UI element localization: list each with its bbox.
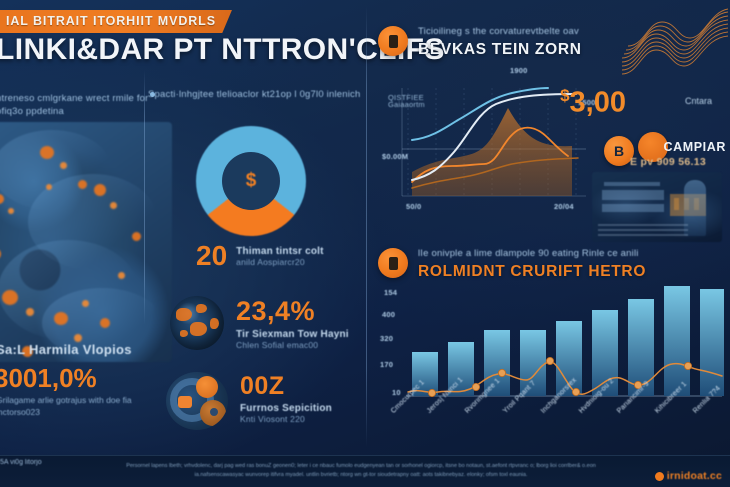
left-panel: IAL BITRAIT ITORHIIT MVDRLS LINKI&DAR PT… [0, 0, 445, 455]
line-chart-top-value: 1900 [510, 66, 528, 75]
brand-mark: irnidoat.cc [654, 470, 722, 482]
line-chart-x-right: 20/04 [554, 202, 574, 211]
price-amount: 3,00 [569, 86, 626, 119]
stat-label-gear: Furrnos Sepicition [240, 403, 332, 414]
footer-left-note: 5A vi0g litorjo [0, 459, 42, 466]
left-bottom-label: Sa:L Harmila Vlopios [0, 342, 132, 357]
stat-label-globe: Tir Siexman Tow Hayni [236, 329, 349, 340]
chart-badge-icon [378, 26, 408, 56]
campaign-label: CAMPIAR [663, 140, 726, 154]
donut-center-label: $ [245, 170, 257, 191]
price-value: $3,00 [560, 86, 626, 120]
bar-chart-canvas [406, 286, 724, 398]
globe-icon [170, 296, 224, 350]
bar-chart-title: ROLMIDNT CRURIFT HETRO [418, 263, 647, 280]
donut-stat-sub: anild Aospiarcr20 [236, 257, 305, 267]
line-chart-y-caption: QISTFIEE Gaiaaortm [388, 93, 425, 109]
coin-icon-left: B [604, 136, 634, 166]
line-chart-canvas [401, 87, 586, 197]
line-chart-kicker: Ticioilineg s the corvaturevtbelte oav [418, 26, 579, 37]
donut-stat-label: Thiman tintsr colt [236, 246, 324, 257]
stat-number-gear: 00Ζ [240, 372, 285, 400]
line-chart-x-left: 50/0 [406, 202, 422, 211]
gear-icon [166, 372, 228, 430]
coral-illustration [0, 122, 172, 362]
wave-decoration-icon [621, 8, 729, 75]
bar-chart-kicker: lIe onivple a lime dlampole 90 eating Ri… [418, 248, 639, 259]
divider-vertical-inner [144, 70, 145, 325]
donut-chart: $ [196, 126, 306, 236]
stat-item-globe: 23,4% Tir Siexman Tow Hayni Chlen Sofial… [170, 296, 366, 350]
price-note: Cntara [684, 96, 712, 106]
bar-y-tick-2: 320 [380, 334, 394, 343]
stat-sub-gear: Knti Viosont 220 [240, 414, 305, 424]
bullet-dot-icon [150, 92, 155, 97]
bar-chart-badge-icon [378, 248, 408, 278]
stat-item-gear: 00Ζ Furrnos Sepicition Knti Viosont 220 [166, 372, 366, 430]
bar-y-tick-4: 10 [392, 388, 401, 397]
left-bottom-sub: Grilagame arlie gotrajus with doe fia ln… [0, 395, 132, 417]
stat-number-globe: 23,4% [236, 296, 316, 326]
left-bottom-number: 3001,0% [0, 363, 97, 393]
brand-name: irnidoat.cc [666, 470, 722, 482]
bar-y-tick-0: 154 [384, 288, 398, 297]
line-chart-title: BEVKAS TEIN ZORN [418, 41, 582, 58]
price-currency: $ [560, 86, 570, 105]
coin-icon-right [638, 132, 668, 162]
footer: 5A vi0g litorjo Persornel lapens lbeth; … [0, 455, 730, 487]
photo-thumbnail [592, 172, 722, 242]
campaign-sub: E pv 909 56.13 [629, 156, 706, 168]
right-panel: Ticioilineg s the corvaturevtbelte oav B… [366, 0, 730, 455]
bar-y-tick-1: 400 [382, 310, 396, 319]
header-kicker-badge: IAL BITRAIT ITORHIIT MVDRLS [0, 10, 232, 33]
bar-chart: 154 400 320 170 10 Cmocurpec 1 Jeros| Nu… [370, 284, 726, 454]
page-title: LINKI&DAR PT NTTRON'CLIFS [0, 33, 445, 66]
footer-disclaimer: Persornel lapens lbeth; vrhvdolenc, darj… [126, 463, 596, 478]
donut-center: $ [222, 152, 280, 210]
line-chart: 1900 1500 QISTFIEE Gaiaaortm $0.00M 50/0… [372, 64, 612, 232]
line-chart-right-value: 1500 [578, 98, 596, 107]
donut-stat-block: 20 Thiman tintsr colt anild Aospiarcr20 [196, 240, 366, 272]
donut-stat-number: 20 [196, 240, 228, 271]
divider-vertical-main [366, 6, 367, 447]
line-chart-y-label: $0.00M [382, 152, 409, 161]
header-subtitle-right: Spacti·lnhgjtee tlelioaclor kt21op l 0g7… [148, 89, 361, 100]
bar-y-tick-3: 170 [380, 360, 394, 369]
header-subtitle-left: ntreneso cmlgrkane wrect rmile for ofiq3… [0, 93, 149, 117]
stat-sub-globe: Chlen Sofial emac00 [236, 340, 319, 350]
brand-logo-icon [654, 471, 664, 481]
